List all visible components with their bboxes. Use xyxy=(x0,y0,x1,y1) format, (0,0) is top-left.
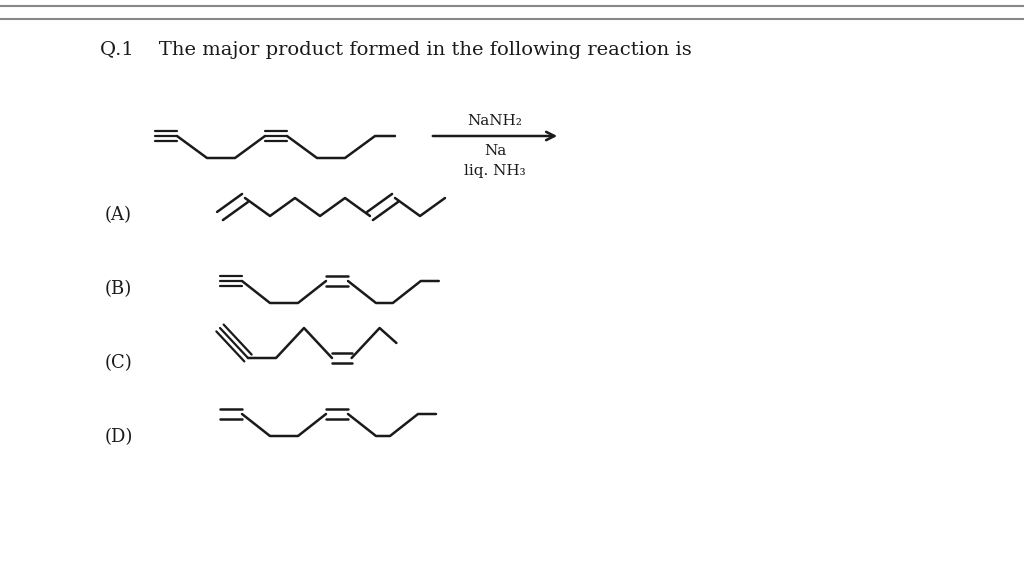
Text: (A): (A) xyxy=(105,206,132,224)
Text: Q.1    The major product formed in the following reaction is: Q.1 The major product formed in the foll… xyxy=(100,41,692,59)
Text: (B): (B) xyxy=(105,280,132,298)
Text: liq. NH₃: liq. NH₃ xyxy=(464,164,525,178)
Text: Na: Na xyxy=(484,144,506,158)
Text: (D): (D) xyxy=(105,428,133,446)
Text: (C): (C) xyxy=(105,354,133,372)
Text: NaNH₂: NaNH₂ xyxy=(468,114,522,128)
